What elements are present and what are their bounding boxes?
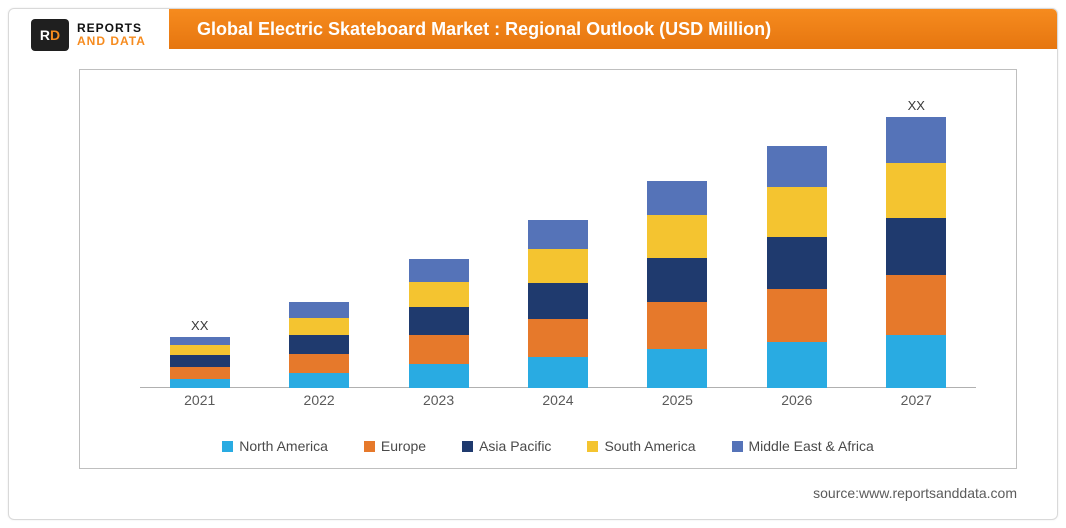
bar-slot [518, 220, 598, 388]
bar-segment [767, 289, 827, 342]
bar-segment [886, 117, 946, 163]
x-axis-label: 2025 [637, 392, 717, 416]
bar-segment [289, 373, 349, 388]
bar-segment [886, 275, 946, 335]
bar-segment [886, 335, 946, 388]
legend-item: Europe [364, 438, 426, 454]
bar [170, 337, 230, 388]
bar [289, 302, 349, 388]
bar-segment [170, 355, 230, 367]
bar-segment [767, 187, 827, 237]
bar-segment [409, 335, 469, 364]
bar-segment [170, 337, 230, 346]
bar-slot [637, 181, 717, 388]
bar [528, 220, 588, 388]
bar-annotation: XX [160, 318, 240, 333]
x-axis-label: 2022 [279, 392, 359, 416]
x-axis-label: 2023 [399, 392, 479, 416]
bar-segment [409, 259, 469, 281]
plot-area: XX XX [140, 90, 976, 388]
legend-swatch [364, 441, 375, 452]
bar-segment [528, 283, 588, 319]
legend-label: Europe [381, 438, 426, 454]
bar [767, 146, 827, 388]
source-text: source:www.reportsanddata.com [813, 485, 1017, 501]
title-bar: Global Electric Skateboard Market : Regi… [169, 9, 1057, 49]
logo-badge-left: R [40, 27, 50, 43]
legend-label: North America [239, 438, 328, 454]
bar-segment [409, 364, 469, 388]
legend-swatch [222, 441, 233, 452]
bar-slot [757, 146, 837, 388]
logo-line-2: AND DATA [77, 35, 146, 48]
x-axis-label: 2027 [876, 392, 956, 416]
bar [647, 181, 707, 388]
legend-item: Middle East & Africa [732, 438, 874, 454]
bar-slot [399, 259, 479, 388]
bar-segment [409, 307, 469, 334]
bar-segment [409, 282, 469, 308]
bar-segment [767, 342, 827, 388]
logo-badge-right: D [50, 27, 60, 43]
bar-segment [170, 379, 230, 388]
bar-segment [647, 302, 707, 348]
bar-segment [170, 345, 230, 355]
legend-swatch [732, 441, 743, 452]
brand-logo: RD REPORTS AND DATA [31, 19, 146, 51]
page-frame: RD REPORTS AND DATA Global Electric Skat… [8, 8, 1058, 520]
x-axis-labels: 2021 2022 2023 2024 2025 2026 2027 [140, 392, 976, 416]
bar [886, 117, 946, 388]
bar-segment [289, 318, 349, 335]
chart-frame: XX XX 2021 2022 2023 2024 2025 2026 2027 North … [79, 69, 1017, 469]
legend-item: South America [587, 438, 695, 454]
bar-segment [647, 258, 707, 303]
x-axis-label: 2024 [518, 392, 598, 416]
x-axis-label: 2026 [757, 392, 837, 416]
bar-slot: XX [876, 117, 956, 388]
legend-swatch [462, 441, 473, 452]
bar-segment [647, 181, 707, 215]
bar-segment [170, 367, 230, 379]
bar-segment [289, 354, 349, 373]
bar-segment [289, 302, 349, 317]
bar-segment [647, 215, 707, 258]
bar-segment [528, 220, 588, 249]
bars-row: XX XX [140, 90, 976, 388]
bar [409, 259, 469, 388]
logo-badge: RD [31, 19, 69, 51]
legend-label: Asia Pacific [479, 438, 551, 454]
bar-segment [528, 319, 588, 357]
bar-segment [528, 249, 588, 283]
bar-segment [528, 357, 588, 388]
bar-segment [647, 349, 707, 388]
bar-segment [886, 163, 946, 218]
bar-annotation: XX [876, 98, 956, 113]
x-axis-label: 2021 [160, 392, 240, 416]
page-title: Global Electric Skateboard Market : Regi… [197, 19, 771, 40]
bar-segment [767, 146, 827, 187]
legend-item: North America [222, 438, 328, 454]
legend-item: Asia Pacific [462, 438, 551, 454]
bar-segment [886, 218, 946, 275]
bar-segment [289, 335, 349, 354]
legend-swatch [587, 441, 598, 452]
legend-label: South America [604, 438, 695, 454]
bar-slot: XX [160, 337, 240, 388]
bar-slot [279, 302, 359, 388]
bar-segment [767, 237, 827, 288]
logo-text: REPORTS AND DATA [77, 22, 146, 47]
legend: North America Europe Asia Pacific South Ame… [80, 438, 1016, 454]
legend-label: Middle East & Africa [749, 438, 874, 454]
